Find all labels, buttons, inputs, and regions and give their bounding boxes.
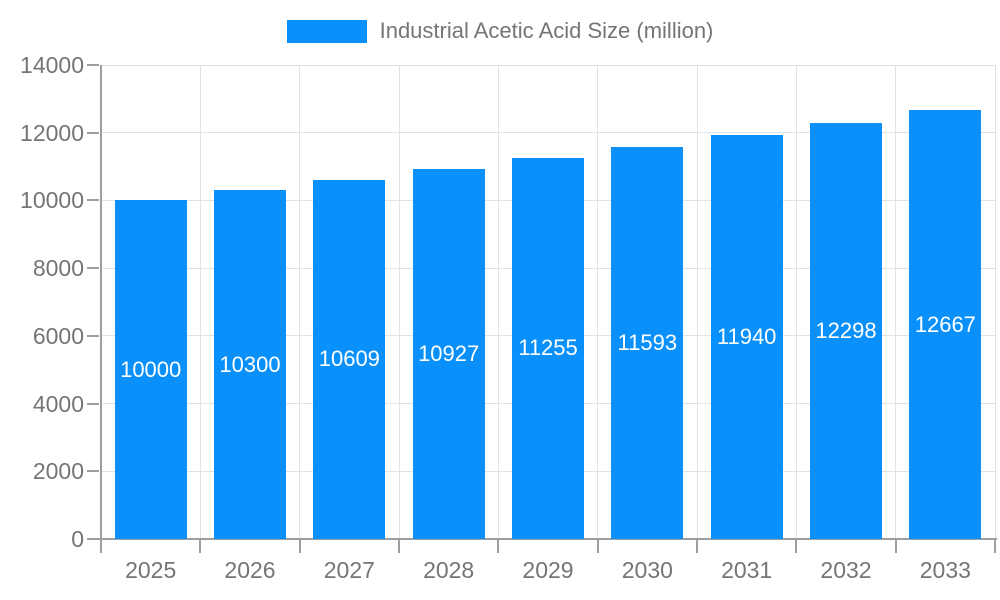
x-axis-label: 2026 xyxy=(224,557,276,583)
x-gridline xyxy=(895,65,897,539)
bar-value-label: 10609 xyxy=(318,346,380,372)
x-axis-label: 2029 xyxy=(522,557,574,583)
legend-swatch xyxy=(286,19,367,43)
y-tick xyxy=(87,334,99,337)
x-gridline xyxy=(497,65,499,539)
y-axis-label: 14000 xyxy=(20,52,84,78)
x-tick xyxy=(497,540,500,553)
plot-area: 0 2000 4000 6000 8000 10000 12000 14000 10000 202… xyxy=(20,52,997,583)
x-axis-label: 2028 xyxy=(423,557,475,583)
x-axis-label: 2030 xyxy=(621,557,673,583)
y-tick xyxy=(87,131,99,134)
bar-value-label: 10300 xyxy=(219,351,281,377)
y-tick xyxy=(87,199,99,202)
x-gridline xyxy=(795,65,797,539)
x-gridline xyxy=(199,65,201,539)
bar-value-label: 10000 xyxy=(120,356,182,382)
y-gridline xyxy=(101,64,995,66)
y-axis-label: 6000 xyxy=(32,322,84,349)
bar-value-label: 11255 xyxy=(518,335,578,361)
y-tick xyxy=(87,402,99,405)
bar xyxy=(412,169,485,539)
bar-value-label: 10927 xyxy=(418,341,480,367)
bar xyxy=(214,190,286,539)
x-gridline xyxy=(398,65,400,539)
bar xyxy=(313,179,386,539)
x-tick xyxy=(994,540,996,553)
chart-legend: Industrial Acetic Acid Size (million) xyxy=(0,18,1000,44)
bar xyxy=(810,122,882,539)
bar-value-label: 12298 xyxy=(815,317,877,343)
y-axis-label: 10000 xyxy=(20,187,84,214)
y-tick xyxy=(87,538,99,540)
x-tick xyxy=(795,540,798,553)
bar xyxy=(114,200,187,539)
x-tick xyxy=(596,540,599,553)
bar xyxy=(710,134,783,539)
x-axis-label: 2033 xyxy=(919,557,971,583)
y-axis-label: 12000 xyxy=(20,119,84,146)
y-tick xyxy=(87,64,99,66)
x-tick xyxy=(398,540,400,553)
x-axis-label: 2031 xyxy=(721,557,773,583)
x-axis-label: 2032 xyxy=(820,557,872,583)
x-tick xyxy=(298,540,301,553)
bar xyxy=(909,110,982,539)
y-tick xyxy=(87,470,99,473)
x-axis-label: 2027 xyxy=(323,557,375,583)
y-gridline xyxy=(101,132,995,134)
bar-value-label: 11940 xyxy=(716,323,777,349)
x-tick xyxy=(100,540,102,553)
legend-label: Industrial Acetic Acid Size (million) xyxy=(379,18,714,43)
bar xyxy=(611,146,684,539)
x-tick xyxy=(199,540,202,553)
y-axis-label: 2000 xyxy=(32,458,84,485)
y-axis-label: 4000 xyxy=(32,390,84,417)
x-gridline xyxy=(299,65,301,539)
bar xyxy=(512,157,584,539)
x-axis-label: 2025 xyxy=(125,557,177,583)
y-axis-label: 8000 xyxy=(32,255,84,282)
bar-value-label: 11593 xyxy=(617,329,678,355)
x-gridline xyxy=(696,65,698,539)
bar-value-label: 12667 xyxy=(914,311,976,337)
y-axis-line xyxy=(100,65,102,539)
y-axis-label: 0 xyxy=(71,526,84,552)
x-tick xyxy=(894,540,897,553)
y-tick xyxy=(87,267,99,270)
x-gridline xyxy=(597,65,599,539)
x-tick xyxy=(696,540,698,553)
x-gridline xyxy=(994,65,996,539)
x-axis-line xyxy=(99,538,997,540)
